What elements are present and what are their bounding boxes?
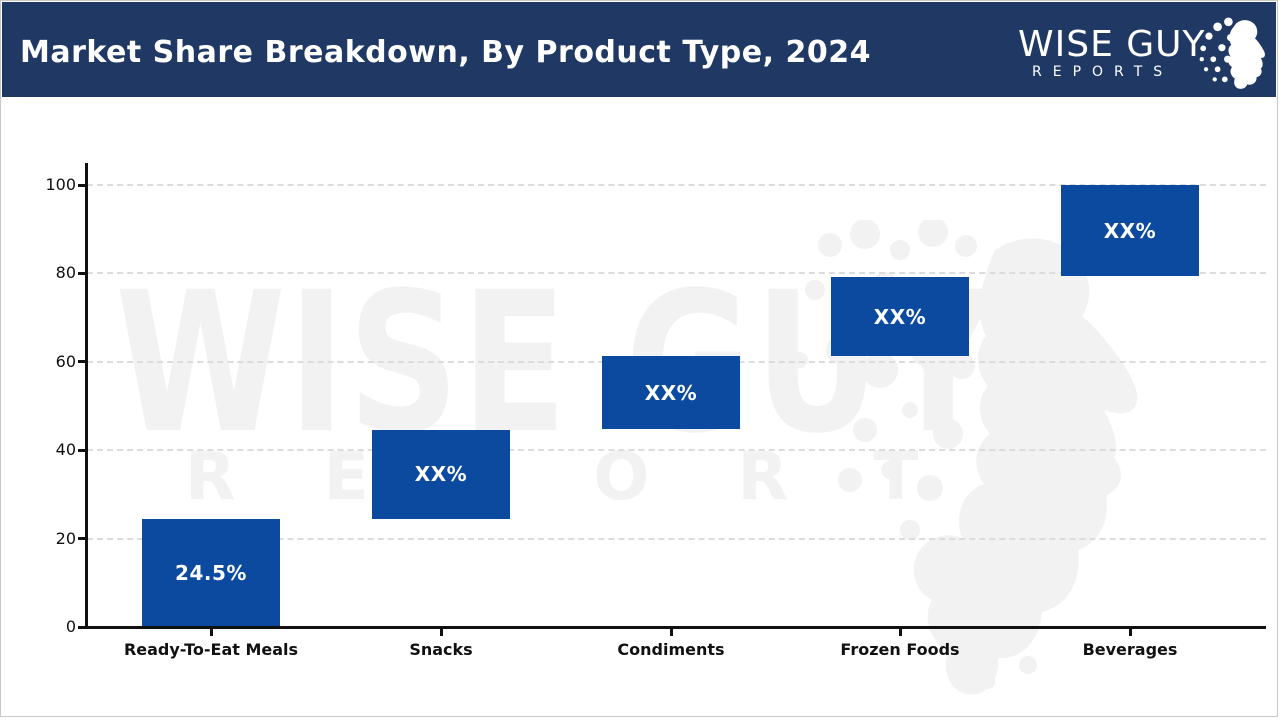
x-axis-label: Frozen Foods [840,640,960,659]
y-tick-mark [78,537,86,541]
logo-wordmark: WISE GUY [1018,24,1206,65]
x-axis-label: Condiments [617,640,725,659]
grid-line [87,184,1266,186]
x-tick-mark [898,629,902,636]
x-axis-label: Ready-To-Eat Meals [123,640,299,659]
logo-head-icon [1199,17,1265,89]
y-tick-label: 80 [55,263,76,283]
bar-segment: XX% [1061,185,1199,277]
y-tick-label: 60 [55,351,76,371]
x-axis-label: Snacks [409,640,473,659]
y-tick-label: 40 [55,440,76,460]
bar-value-label: XX% [414,462,468,487]
header-bar: Market Share Breakdown, By Product Type,… [2,2,1276,97]
y-tick-label: 0 [65,617,76,636]
y-tick-label: 100 [45,175,76,194]
bar-value-label: XX% [873,304,927,329]
bar-value-label: XX% [1103,218,1157,243]
grid-line [87,272,1266,275]
logo-reports-text: REPORTS [1032,64,1174,80]
y-tick-label: 20 [55,528,76,548]
y-tick-mark [78,448,86,452]
wiseguy-logo: WISE GUY REPORTS [1018,6,1268,94]
y-tick-mark [78,625,86,629]
x-tick-mark [669,629,673,636]
x-tick-mark [439,629,443,636]
y-tick-mark [78,183,86,187]
y-tick-mark [78,360,86,364]
grid-line [87,449,1266,452]
y-tick-mark [78,271,86,275]
bar-value-label: 24.5% [175,560,247,585]
bar-segment: XX% [602,356,740,430]
bar-segment: XX% [372,430,510,519]
grid-line [87,537,1266,540]
x-tick-mark [1128,629,1132,636]
bar-value-label: XX% [644,380,698,405]
x-axis-label: Beverages [1082,640,1178,659]
bar-segment: 24.5% [142,518,280,627]
bar-segment: XX% [831,276,969,357]
x-tick-mark [209,629,213,636]
chart-title: Market Share Breakdown, By Product Type,… [20,35,871,70]
y-axis-line [85,163,88,629]
x-axis-line [85,626,1266,629]
